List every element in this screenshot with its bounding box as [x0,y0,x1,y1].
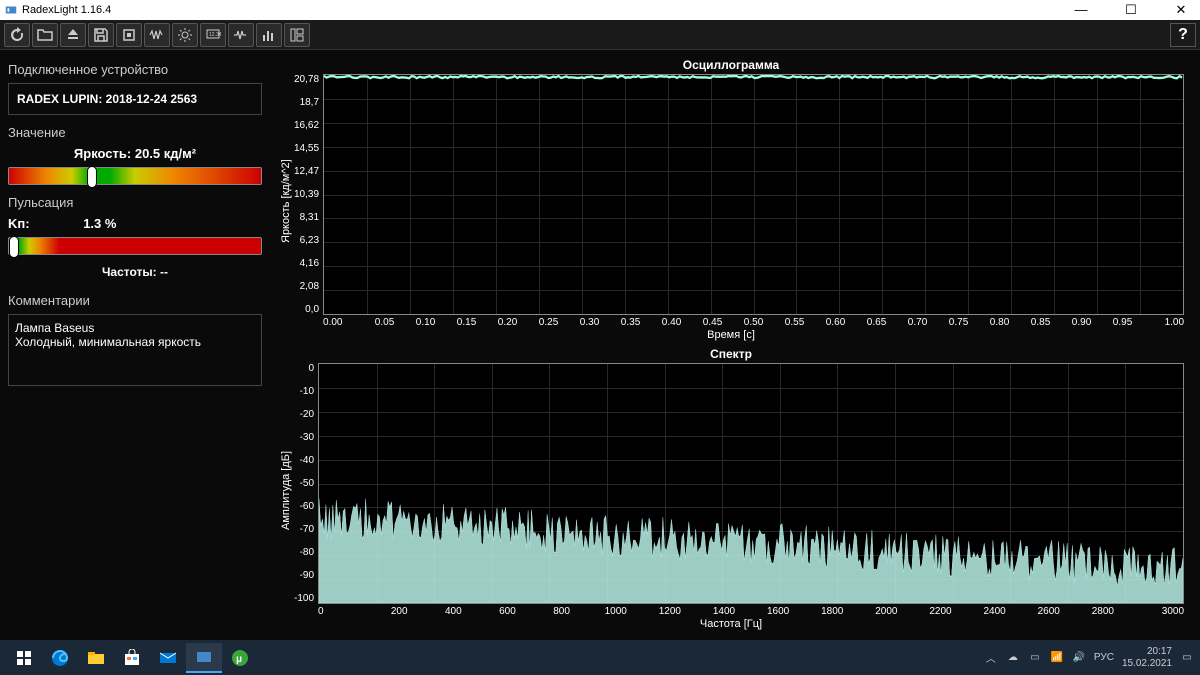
value-section-title: Значение [8,125,262,140]
svg-text:μ: μ [236,654,242,665]
tray-language[interactable]: РУС [1094,652,1114,663]
toolbar-open-icon[interactable] [32,23,58,47]
toolbar-wave-icon[interactable] [144,23,170,47]
windows-taskbar: μ ︿ ☁ ▭ 📶 🔊 РУС 20:17 15.02.2021 ▭ [0,640,1200,675]
tray-wifi-icon[interactable]: 📶 [1050,651,1064,665]
device-name: RADEX LUPIN: 2018-12-24 2563 [8,83,262,115]
comment-line: Лампа Baseus [15,321,255,335]
close-button[interactable]: ✕ [1166,2,1196,18]
taskbar-utorrent-icon[interactable]: μ [222,643,258,673]
chart1-xticks: 0.000.050.100.150.200.250.300.350.400.45… [323,315,1184,329]
taskbar-mail-icon[interactable] [150,643,186,673]
toolbar-bars-icon[interactable] [256,23,282,47]
pulsation-section-title: Пульсация [8,195,262,210]
help-button[interactable]: ? [1170,23,1196,47]
sidebar: Подключенное устройство RADEX LUPIN: 201… [0,50,270,640]
chart1-title: Осциллограмма [278,58,1184,72]
window-titlebar: RadexLight 1.16.4 — ☐ ✕ [0,0,1200,20]
tray-date: 15.02.2021 [1122,658,1172,670]
tray-cloud-icon[interactable]: ☁ [1006,651,1020,665]
chart1-ylabel: Яркость [кд/м^2] [278,74,294,329]
comments-section-title: Комментарии [8,293,262,308]
comment-box[interactable]: Лампа Baseus Холодный, минимальная яркос… [8,314,262,386]
brightness-value: 20.5 кд/м² [135,146,196,161]
device-section-title: Подключенное устройство [8,62,262,77]
toolbar: 12.34 ? [0,20,1200,50]
window-title: RadexLight 1.16.4 [22,4,1066,16]
toolbar-layout-icon[interactable] [284,23,310,47]
svg-text:12.34: 12.34 [209,32,221,38]
start-button[interactable] [6,643,42,673]
chart2-yticks: 0-10-20-30-40-50-60-70-80-90-100 [294,363,318,618]
kp-value: 1.3 % [83,216,116,231]
brightness-label: Яркость: [74,146,131,161]
toolbar-eject-icon[interactable] [60,23,86,47]
tray-notifications-icon[interactable]: ▭ [1180,651,1194,665]
taskbar-radex-icon[interactable] [186,643,222,673]
minimize-button[interactable]: — [1066,2,1096,18]
toolbar-pulse-icon[interactable] [228,23,254,47]
toolbar-display-icon[interactable]: 12.34 [200,23,226,47]
toolbar-refresh-icon[interactable] [4,23,30,47]
tray-battery-icon[interactable]: ▭ [1028,651,1042,665]
system-tray: ︿ ☁ ▭ 📶 🔊 РУС 20:17 15.02.2021 ▭ [984,646,1194,670]
pulsation-gauge [8,237,262,255]
spectrum-chart: Спектр Амплитуда [дБ] 0-10-20-30-40-50-6… [278,347,1184,630]
chart2-ylabel: Амплитуда [дБ] [278,363,294,618]
chart1-plot[interactable] [323,74,1184,315]
tray-volume-icon[interactable]: 🔊 [1072,651,1086,665]
taskbar-edge-icon[interactable] [42,643,78,673]
chart2-plot[interactable] [318,363,1184,604]
taskbar-explorer-icon[interactable] [78,643,114,673]
tray-chevron-icon[interactable]: ︿ [984,651,998,665]
brightness-marker [87,166,97,188]
comment-line: Холодный, минимальная яркость [15,335,255,349]
toolbar-sun-icon[interactable] [172,23,198,47]
pulsation-marker [9,236,19,258]
chart2-title: Спектр [278,347,1184,361]
chart1-yticks: 20,7818,716,6214,5512,4710,398,316,234,1… [294,74,323,329]
brightness-gauge [8,167,262,185]
tray-time: 20:17 [1122,646,1172,658]
toolbar-save-icon[interactable] [88,23,114,47]
chart2-xticks: 0200400600800100012001400160018002000220… [318,604,1184,618]
frequency-value: Частоты: -- [8,265,262,279]
app-icon [4,3,18,17]
tray-clock[interactable]: 20:17 15.02.2021 [1122,646,1172,670]
toolbar-stop-icon[interactable] [116,23,142,47]
maximize-button[interactable]: ☐ [1116,2,1146,18]
oscillogram-chart: Осциллограмма Яркость [кд/м^2] 20,7818,7… [278,58,1184,341]
kp-label: Kп: [8,216,30,231]
chart1-xlabel: Время [с] [278,329,1184,341]
chart2-xlabel: Частота [Гц] [278,618,1184,630]
taskbar-store-icon[interactable] [114,643,150,673]
